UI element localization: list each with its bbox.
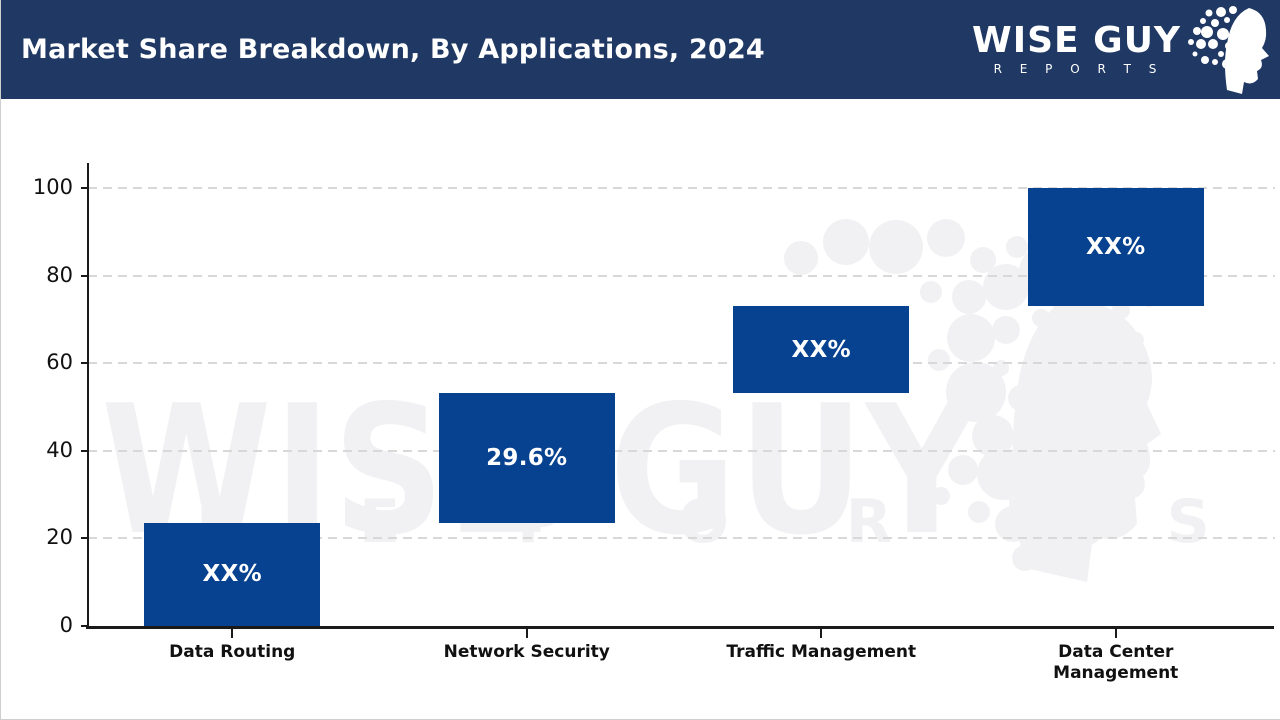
y-tick-0 <box>81 624 89 627</box>
y-tick-60 <box>81 362 89 364</box>
logo-subtitle: R E P O R T S <box>993 62 1164 76</box>
y-tick-label-100: 100 <box>32 175 73 199</box>
category-label-2: Traffic Management <box>681 642 961 663</box>
bar-value-label: XX% <box>791 336 851 363</box>
x-tick-1 <box>525 628 528 638</box>
chart-area: WISE GUY R E P O R T S <box>1 99 1280 719</box>
category-label-line: Network Security <box>443 641 610 662</box>
gridline-100 <box>88 187 1275 189</box>
gridline-20 <box>88 537 1275 539</box>
bar-traffic-management: XX% <box>733 306 910 394</box>
y-tick-label-80: 80 <box>46 262 73 287</box>
gridline-60 <box>88 362 1275 364</box>
y-tick-label-0: 0 <box>59 612 73 637</box>
bar-network-security: 29.6% <box>438 393 615 523</box>
bar-data-routing: XX% <box>144 522 321 626</box>
x-axis <box>86 625 1274 629</box>
bar-value-label: XX% <box>202 561 262 588</box>
x-tick-0 <box>231 628 234 638</box>
category-label-line: Traffic Management <box>726 641 917 662</box>
bar-value-label: 29.6% <box>486 444 568 471</box>
category-label-0: Data Routing <box>92 642 372 663</box>
category-label-line: Management <box>1053 662 1179 683</box>
gridline-80 <box>88 274 1275 277</box>
logo-name: WISE GUY <box>971 20 1181 61</box>
gridline-40 <box>88 449 1275 452</box>
bar-value-label: XX% <box>1086 234 1146 261</box>
category-label-line: Data Routing <box>169 641 296 662</box>
y-axis <box>87 163 89 628</box>
x-tick-2 <box>820 628 823 638</box>
header-bar: Market Share Breakdown, By Applications,… <box>1 0 1280 99</box>
category-label-3: Data Center Management <box>976 642 1256 684</box>
y-tick-label-20: 20 <box>46 525 73 549</box>
y-tick-20 <box>81 537 89 539</box>
logo-face-icon <box>1188 5 1269 94</box>
y-tick-100 <box>81 187 89 189</box>
bar-data-center-management: XX% <box>1027 188 1204 307</box>
x-tick-3 <box>1114 628 1117 638</box>
watermark-subtext: R E P O R T S <box>196 487 1258 557</box>
page-title: Market Share Breakdown, By Applications,… <box>21 34 765 65</box>
y-tick-80 <box>81 274 89 277</box>
wise-guy-logo: WISE GUY R E P O R T S <box>972 2 1280 98</box>
category-label-line: Data Center <box>1058 641 1174 662</box>
y-tick-label-60: 60 <box>46 350 73 374</box>
y-tick-40 <box>81 449 89 452</box>
category-label-1: Network Security <box>387 642 667 663</box>
logo-text: WISE GUY R E P O R T S <box>971 20 1181 77</box>
y-tick-label-40: 40 <box>46 437 73 462</box>
